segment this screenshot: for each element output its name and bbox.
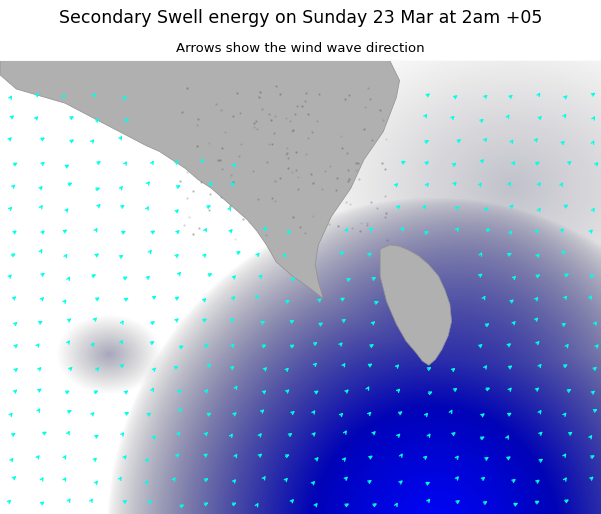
Text: Secondary Swell energy on Sunday 23 Mar at 2am +05: Secondary Swell energy on Sunday 23 Mar …: [59, 9, 542, 27]
Text: Arrows show the wind wave direction: Arrows show the wind wave direction: [176, 42, 425, 55]
Polygon shape: [380, 245, 451, 365]
Polygon shape: [0, 61, 400, 299]
